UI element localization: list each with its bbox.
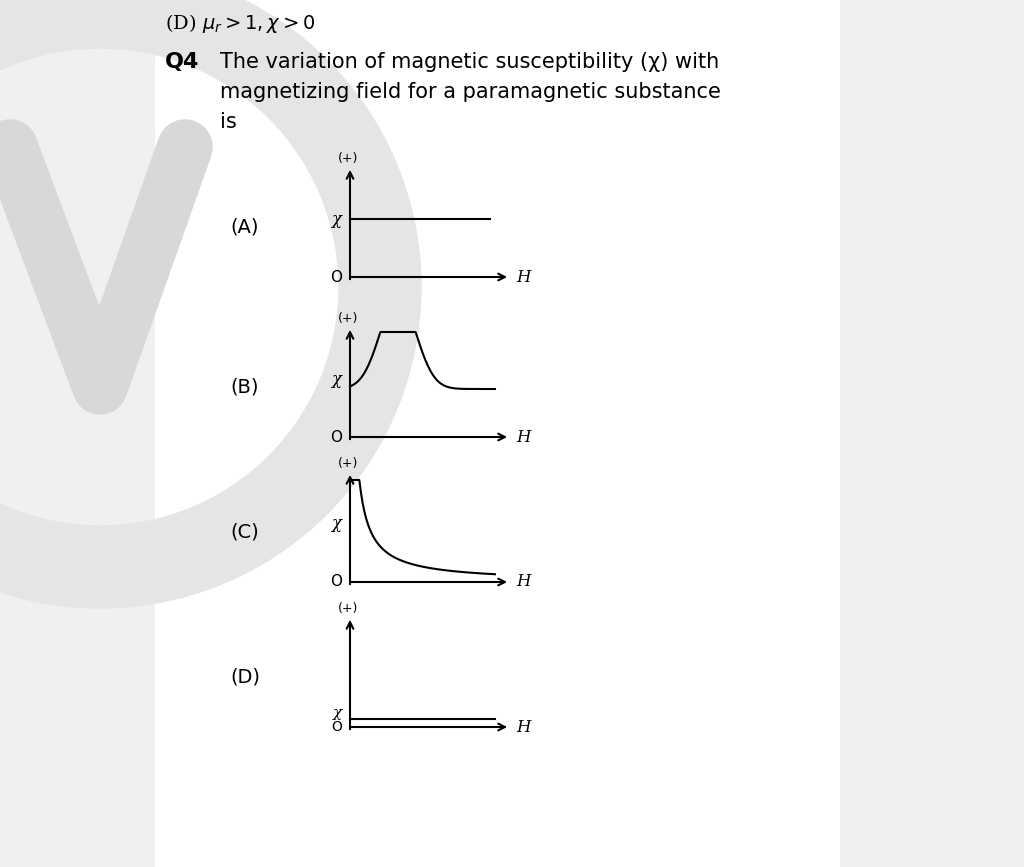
Text: is: is [220, 112, 237, 132]
Text: (A): (A) [230, 218, 258, 237]
Text: χ: χ [332, 516, 342, 532]
Text: O: O [331, 720, 342, 734]
Text: O: O [330, 575, 342, 590]
Text: H: H [516, 719, 530, 735]
Text: (C): (C) [230, 523, 259, 542]
Text: O: O [330, 429, 342, 445]
Text: (+): (+) [338, 152, 358, 165]
Text: χ: χ [332, 211, 342, 227]
Text: χ: χ [332, 370, 342, 388]
Text: H: H [516, 573, 530, 590]
Text: The variation of magnetic susceptibility (χ) with: The variation of magnetic susceptibility… [220, 52, 719, 72]
Text: (D) $\mu_r > 1, \chi > 0$: (D) $\mu_r > 1, \chi > 0$ [165, 12, 315, 35]
Text: (+): (+) [338, 312, 358, 325]
Text: (D): (D) [230, 668, 260, 687]
Text: (+): (+) [338, 457, 358, 470]
Text: magnetizing field for a paramagnetic substance: magnetizing field for a paramagnetic sub… [220, 82, 721, 102]
Text: (+): (+) [338, 602, 358, 615]
Text: H: H [516, 428, 530, 446]
FancyBboxPatch shape [155, 0, 840, 867]
Text: χ: χ [333, 706, 342, 720]
Text: (B): (B) [230, 377, 258, 396]
Text: Q4: Q4 [165, 52, 200, 72]
Text: H: H [516, 269, 530, 285]
Text: O: O [330, 270, 342, 284]
